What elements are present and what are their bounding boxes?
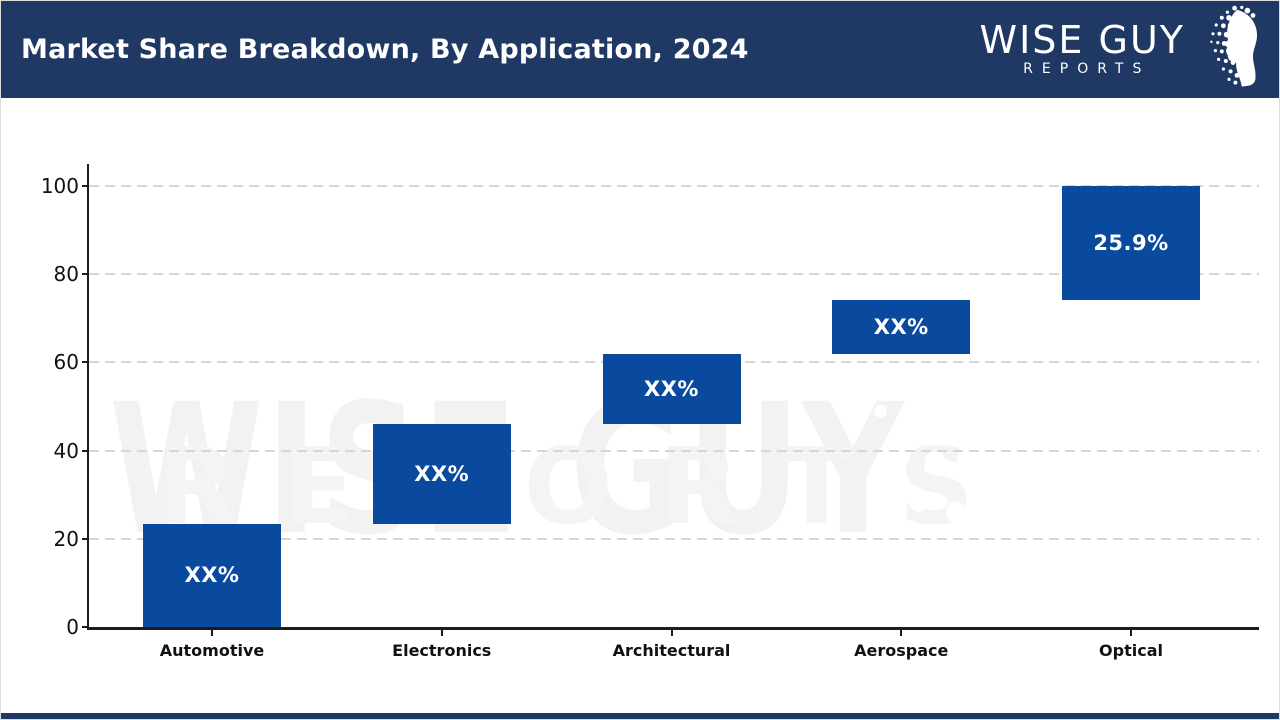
gridline-20: [89, 537, 1259, 540]
bar-automotive: XX%: [143, 523, 281, 627]
logo-face-icon: [1210, 5, 1258, 87]
y-axis-tick: [82, 273, 89, 276]
y-axis-line: [87, 164, 89, 629]
gridline-40: [89, 449, 1259, 452]
y-axis-tick: [82, 185, 89, 187]
x-axis-tick: [900, 630, 903, 636]
y-axis-tick-label: 60: [53, 350, 79, 375]
x-axis-tick: [670, 630, 673, 636]
y-axis-tick-label: 0: [66, 615, 79, 639]
bar-value-label: 25.9%: [1093, 231, 1169, 256]
gridline-80: [89, 273, 1259, 276]
footer-bar: [1, 713, 1279, 719]
y-axis-tick-label: 100: [40, 174, 79, 198]
logo-wordmark: WISE GUY: [979, 17, 1185, 62]
y-axis-tick: [82, 449, 89, 452]
x-axis-tick: [1130, 630, 1132, 636]
x-axis-category-label: Aerospace: [854, 641, 949, 660]
bar-electronics: XX%: [372, 423, 511, 524]
chart-area: WISE GUY REPORTS 0 20 40 60 80 100 XX% Automoti…: [1, 98, 1279, 715]
bar-value-label: XX%: [184, 563, 240, 588]
header: Market Share Breakdown, By Application, …: [1, 1, 1279, 98]
y-axis-tick-label: 40: [53, 438, 79, 463]
bar-value-label: XX%: [644, 377, 699, 402]
y-axis-tick-label: 80: [53, 262, 79, 287]
bar-value-label: XX%: [873, 315, 929, 340]
x-axis-line: [87, 627, 1259, 630]
y-axis-tick: [82, 361, 89, 364]
bar-architectural: XX%: [602, 354, 741, 424]
x-axis-category-label: Electronics: [392, 641, 492, 660]
x-axis-category-label: Optical: [1099, 641, 1163, 660]
bar-aerospace: XX%: [832, 300, 971, 355]
chart-title: Market Share Breakdown, By Application, …: [21, 34, 749, 65]
bar-optical: 25.9%: [1062, 186, 1200, 301]
x-axis-tick: [440, 630, 443, 636]
x-axis-tick: [211, 630, 213, 636]
x-axis-category-label: Architectural: [612, 641, 731, 660]
y-axis-tick-label: 20: [53, 526, 79, 551]
wise-guy-logo: WISE GUY REPORTS: [980, 5, 1269, 93]
x-axis-category-label: Automotive: [159, 641, 265, 660]
bar-value-label: XX%: [414, 461, 470, 486]
gridline-100: [89, 185, 1259, 187]
y-axis-tick: [82, 537, 89, 540]
logo-subtext: REPORTS: [1023, 61, 1151, 78]
logo-text: WISE GUY REPORTS: [979, 17, 1185, 78]
y-axis-tick: [82, 626, 89, 628]
